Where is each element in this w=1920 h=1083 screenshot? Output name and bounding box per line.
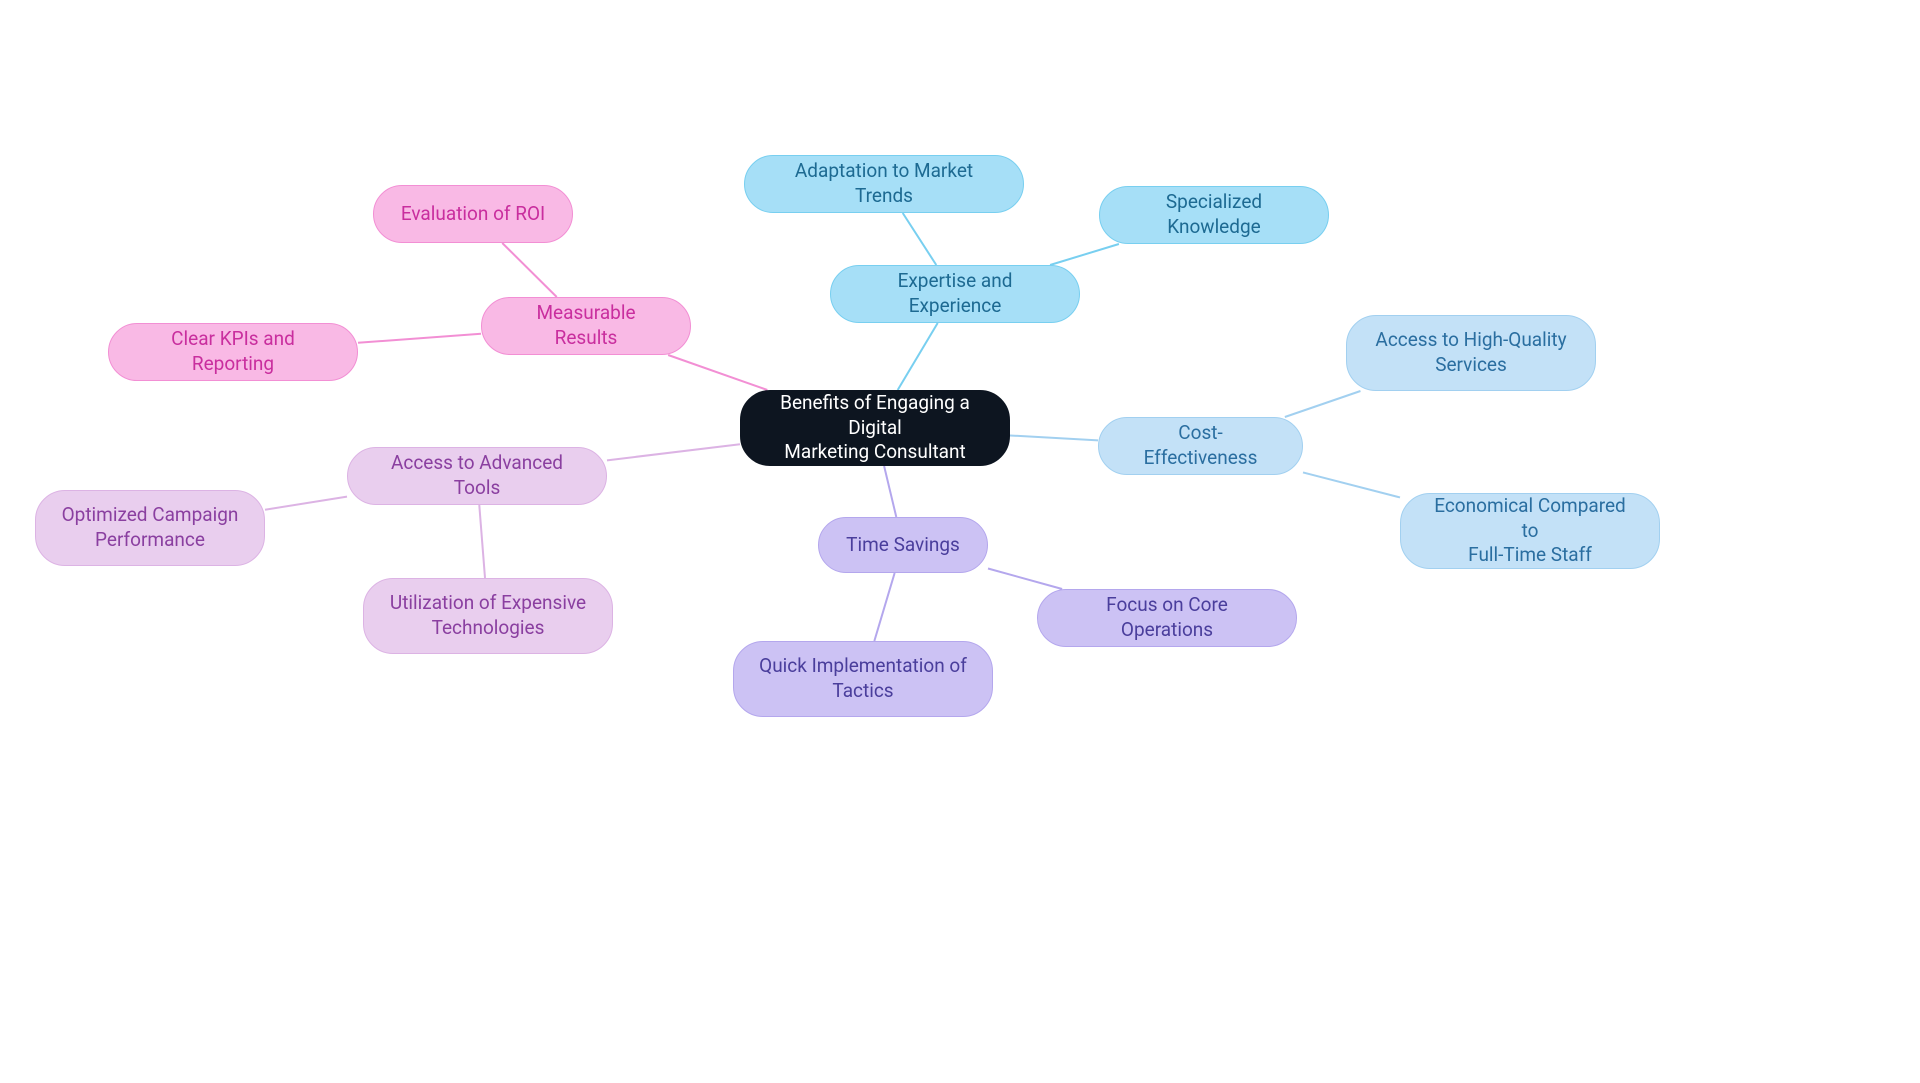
edge-tools-utilization (479, 505, 485, 578)
node-quick: Quick Implementation of Tactics (733, 641, 993, 717)
node-expertise: Expertise and Experience (830, 265, 1080, 323)
node-label: Access to High-Quality Services (1375, 328, 1566, 377)
node-focus: Focus on Core Operations (1037, 589, 1297, 647)
edge-cost-economical (1303, 472, 1400, 497)
node-label: Measurable Results (506, 301, 666, 350)
node-economical: Economical Compared to Full-Time Staff (1400, 493, 1660, 569)
edge-tools-optimized (265, 497, 347, 510)
node-measurable: Measurable Results (481, 297, 691, 355)
edge-center-measurable (668, 355, 767, 390)
node-label: Quick Implementation of Tactics (759, 654, 967, 703)
node-center: Benefits of Engaging a Digital Marketing… (740, 390, 1010, 466)
node-label: Evaluation of ROI (401, 202, 545, 227)
edge-expertise-specialized (1050, 244, 1119, 265)
node-label: Cost-Effectiveness (1123, 421, 1278, 470)
node-optimized: Optimized Campaign Performance (35, 490, 265, 566)
node-roi: Evaluation of ROI (373, 185, 573, 243)
node-label: Focus on Core Operations (1062, 593, 1272, 642)
edge-cost-highquality (1285, 391, 1361, 417)
edge-center-cost (1010, 435, 1098, 440)
edge-time-quick (874, 573, 894, 641)
node-label: Optimized Campaign Performance (62, 503, 239, 552)
node-label: Adaptation to Market Trends (769, 159, 999, 208)
node-time: Time Savings (818, 517, 988, 573)
edge-measurable-roi (502, 243, 556, 297)
node-highquality: Access to High-Quality Services (1346, 315, 1596, 391)
node-label: Clear KPIs and Reporting (133, 327, 333, 376)
edge-center-tools (607, 444, 740, 460)
node-label: Access to Advanced Tools (372, 451, 582, 500)
mindmap-diagram: Benefits of Engaging a Digital Marketing… (0, 0, 1920, 1083)
edge-center-time (884, 466, 896, 517)
node-utilization: Utilization of Expensive Technologies (363, 578, 613, 654)
node-label: Expertise and Experience (855, 269, 1055, 318)
node-cost: Cost-Effectiveness (1098, 417, 1303, 475)
node-specialized: Specialized Knowledge (1099, 186, 1329, 244)
edge-expertise-adaptation (903, 213, 937, 265)
edge-time-focus (988, 569, 1062, 589)
node-label: Benefits of Engaging a Digital Marketing… (765, 391, 985, 465)
node-label: Specialized Knowledge (1124, 190, 1304, 239)
node-kpi: Clear KPIs and Reporting (108, 323, 358, 381)
node-tools: Access to Advanced Tools (347, 447, 607, 505)
edge-center-expertise (898, 323, 938, 390)
edge-measurable-kpi (358, 334, 481, 343)
node-label: Economical Compared to Full-Time Staff (1425, 494, 1635, 568)
node-adaptation: Adaptation to Market Trends (744, 155, 1024, 213)
node-label: Time Savings (846, 533, 960, 558)
node-label: Utilization of Expensive Technologies (390, 591, 586, 640)
